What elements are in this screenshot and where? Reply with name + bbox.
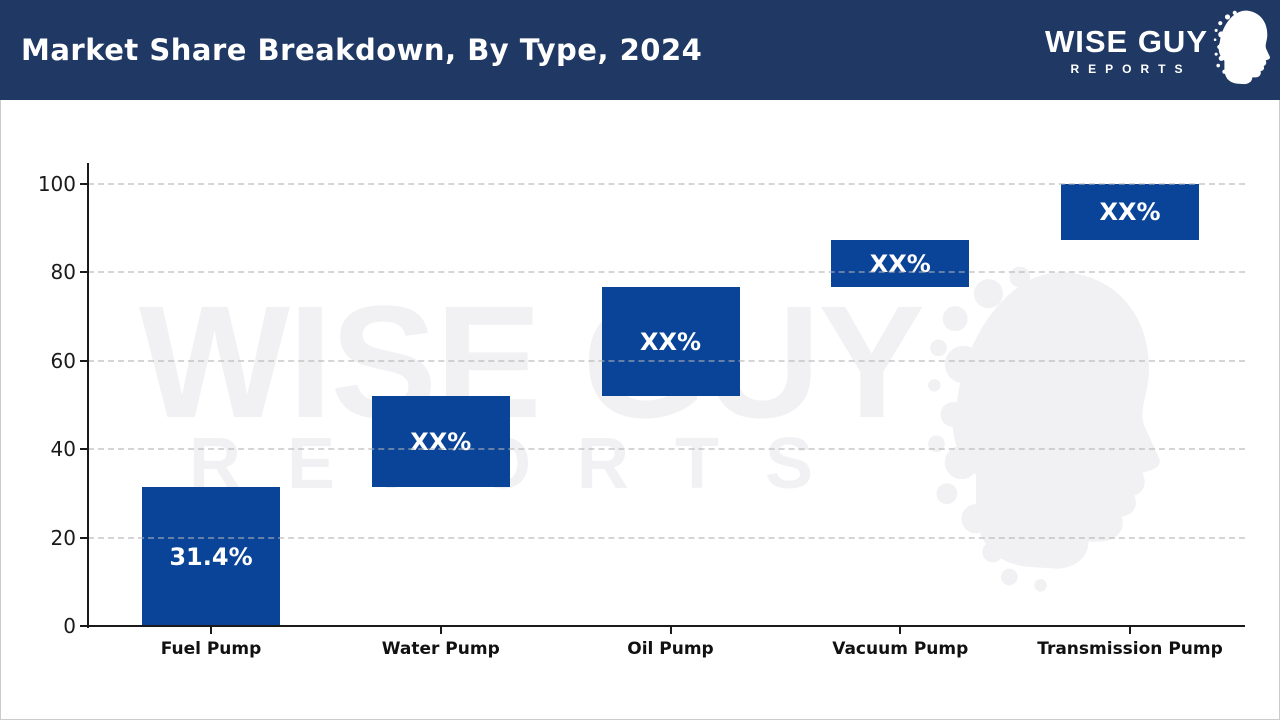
gridline	[88, 183, 1245, 185]
wiseguy-head-icon	[1212, 7, 1274, 95]
y-tick	[80, 183, 88, 185]
category-label: Oil Pump	[627, 639, 714, 659]
y-tick	[80, 448, 88, 451]
bar-value-label: 31.4%	[169, 542, 253, 571]
logo-wordmark: WISE GUY	[1044, 24, 1208, 60]
bar-transmission-pump: XX%	[1061, 184, 1199, 241]
bar-oil-pump: XX%	[601, 286, 740, 397]
y-tick-label: 60	[50, 348, 76, 373]
x-tick	[210, 626, 212, 634]
logo-subtitle: REPORTS	[1070, 61, 1192, 76]
x-axis-line	[87, 625, 1245, 627]
category-label: Vacuum Pump	[832, 639, 969, 659]
category-label: Transmission Pump	[1037, 639, 1223, 659]
x-tick	[669, 626, 672, 634]
category-label: Water Pump	[381, 639, 500, 659]
header: Market Share Breakdown, By Type, 2024 WI…	[0, 0, 1280, 100]
y-tick-label: 40	[50, 437, 76, 462]
category-label: Fuel Pump	[160, 639, 262, 659]
x-tick	[899, 626, 902, 634]
y-tick-label: 20	[50, 525, 76, 550]
bar-fuel-pump: 31.4%	[142, 487, 280, 626]
y-tick	[80, 625, 88, 627]
bar-value-label: XX%	[1099, 198, 1161, 227]
y-tick-label: 100	[37, 172, 76, 196]
y-tick-label: 80	[50, 260, 76, 285]
gridline	[88, 448, 1245, 451]
bar-water-pump: XX%	[371, 396, 510, 488]
page-title: Market Share Breakdown, By Type, 2024	[21, 33, 703, 67]
gridline	[88, 536, 1245, 539]
gridline	[88, 359, 1245, 362]
x-tick	[1129, 626, 1131, 634]
logo-text: WISE GUY REPORTS	[1045, 26, 1208, 76]
y-tick-label: 0	[63, 614, 76, 638]
gridline	[88, 271, 1245, 274]
y-tick	[80, 536, 88, 539]
y-axis-line	[87, 163, 89, 628]
x-tick	[439, 626, 442, 634]
y-tick	[80, 359, 88, 362]
bar-vacuum-pump: XX%	[831, 240, 970, 287]
y-tick	[80, 271, 88, 274]
bar-value-label: XX%	[410, 427, 472, 456]
bar-value-label: XX%	[639, 327, 702, 356]
wiseguy-logo: WISE GUY REPORTS	[1045, 8, 1274, 94]
